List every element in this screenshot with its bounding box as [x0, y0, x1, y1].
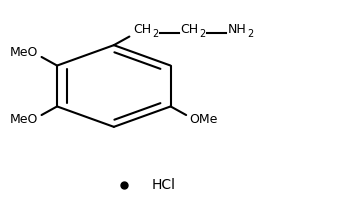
Text: 2: 2 [199, 29, 206, 38]
Text: MeO: MeO [10, 46, 38, 59]
Text: OMe: OMe [190, 113, 218, 126]
Text: NH: NH [228, 23, 247, 36]
Text: 2: 2 [152, 29, 158, 38]
Text: CH: CH [133, 23, 151, 36]
Text: CH: CH [180, 23, 199, 36]
Text: MeO: MeO [10, 113, 38, 126]
Text: HCl: HCl [152, 178, 176, 192]
Text: 2: 2 [247, 29, 254, 38]
